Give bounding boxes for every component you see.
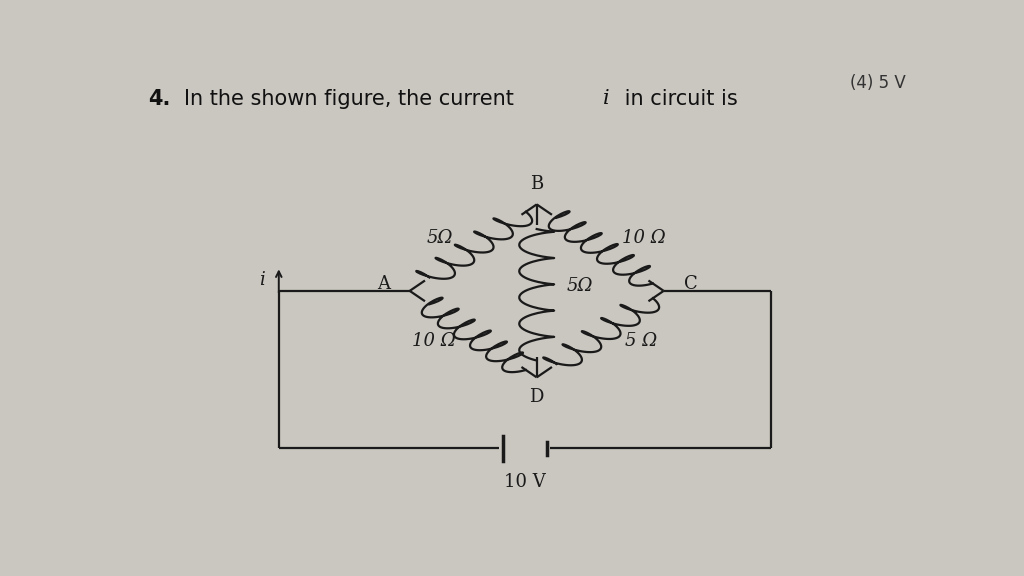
Text: in circuit is: in circuit is — [618, 89, 738, 109]
Text: i: i — [259, 271, 264, 289]
Text: 10 Ω: 10 Ω — [412, 332, 456, 350]
Text: 5Ω: 5Ω — [427, 229, 453, 247]
Text: A: A — [377, 275, 390, 293]
Text: 4.: 4. — [147, 89, 170, 109]
Text: In the shown figure, the current: In the shown figure, the current — [183, 89, 520, 109]
Text: 10 V: 10 V — [504, 473, 546, 491]
Text: C: C — [684, 275, 697, 293]
Text: 10 Ω: 10 Ω — [622, 229, 666, 247]
Text: D: D — [529, 388, 544, 407]
Text: 5 Ω: 5 Ω — [626, 332, 657, 350]
Text: B: B — [530, 175, 544, 194]
Text: (4) 5 V: (4) 5 V — [850, 74, 905, 92]
Text: 5Ω: 5Ω — [567, 278, 593, 295]
Text: i: i — [602, 89, 609, 108]
